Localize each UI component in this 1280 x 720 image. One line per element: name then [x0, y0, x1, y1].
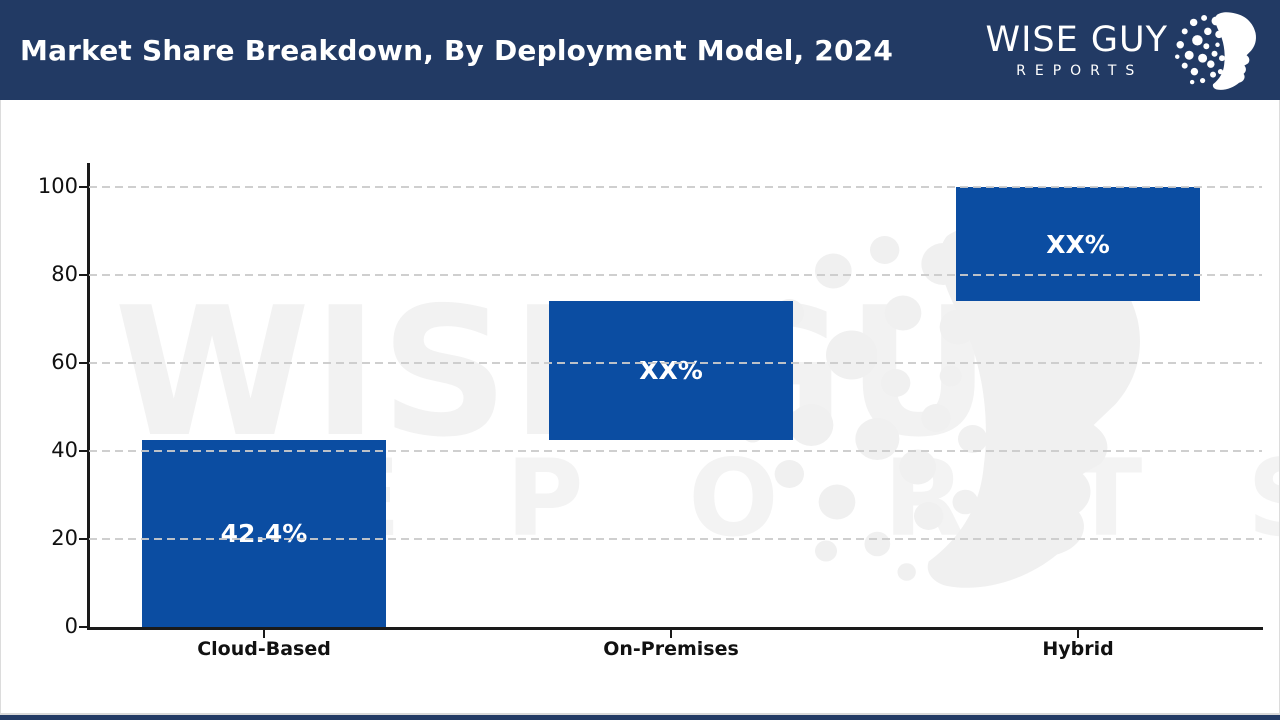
bar-value-label: 42.4% [220, 519, 308, 549]
y-tick-mark [79, 273, 88, 277]
x-category-label: Cloud-Based [197, 638, 331, 660]
watermark-face-dots-icon [741, 223, 1140, 588]
bar-hybrid: XX% [956, 187, 1200, 302]
header-bar: Market Share Breakdown, By Deployment Mo… [0, 0, 1280, 100]
y-tick-mark [79, 625, 88, 629]
gridline-100 [89, 186, 1262, 188]
y-tick-label: 40 [51, 438, 78, 462]
brand-subname: REPORTS [1016, 62, 1144, 79]
x-axis-line [87, 627, 1263, 630]
gridline-60 [89, 362, 1262, 364]
x-category-label: On-Premises [603, 638, 739, 660]
x-category-label: Hybrid [1042, 638, 1114, 660]
y-tick-mark [79, 185, 88, 189]
y-tick-label: 0 [64, 614, 78, 638]
y-axis-line [87, 163, 90, 629]
brand-logo: WISE GUY REPORTS [985, 8, 1268, 92]
y-tick-label: 80 [51, 262, 78, 286]
y-tick-mark [79, 449, 88, 453]
brand-face-dots-icon [1175, 12, 1256, 90]
y-tick-label: 100 [37, 174, 78, 198]
bar-cloud-based: 42.4% [142, 440, 386, 627]
bar-value-label: XX% [639, 356, 703, 386]
y-tick-mark [79, 537, 88, 541]
x-tick-mark [1076, 629, 1080, 638]
x-tick-mark [669, 629, 673, 638]
gridline-20 [89, 538, 1262, 540]
brand-logo-text: WISE GUY REPORTS [985, 19, 1168, 79]
bar-value-label: XX% [1046, 229, 1110, 259]
page-title: Market Share Breakdown, By Deployment Mo… [20, 33, 894, 67]
gridline-80 [89, 274, 1262, 276]
bar-on-premises: XX% [549, 301, 793, 441]
y-tick-label: 20 [51, 526, 78, 550]
page-left-border [0, 100, 1, 720]
gridline-40 [89, 450, 1262, 452]
y-tick-mark [79, 361, 88, 365]
y-tick-label: 60 [51, 350, 78, 374]
x-tick-mark [262, 629, 266, 638]
brand-name: WISE GUY [985, 19, 1168, 60]
footer-divider [0, 713, 1280, 715]
footer-bar [0, 715, 1280, 720]
